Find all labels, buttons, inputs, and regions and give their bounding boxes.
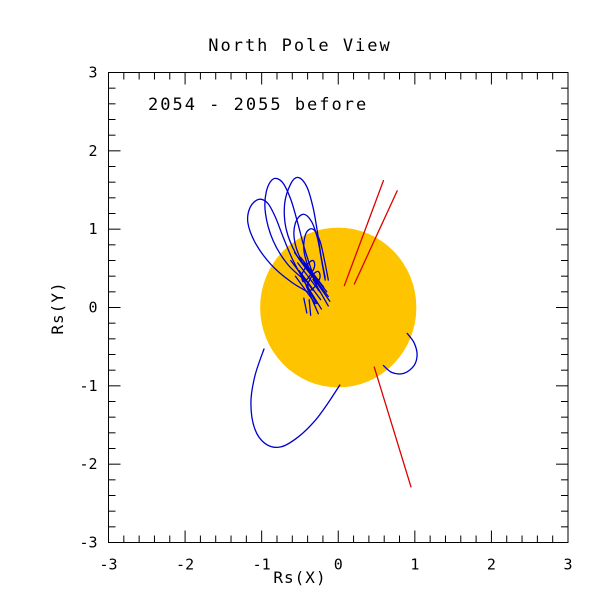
y-tick-label: 2 (88, 142, 97, 160)
series-closed-hook-right (382, 332, 418, 375)
chart-title: North Pole View (208, 36, 392, 56)
series-closed-loop-4 (293, 213, 326, 279)
x-tick-label: 2 (487, 556, 496, 574)
series-closed-loop-lower (250, 348, 341, 448)
x-tick-label: 1 (410, 556, 419, 574)
x-tick-label: -1 (253, 556, 271, 574)
series-bundle-tiny-loop-2 (306, 270, 321, 292)
series-open-ray-down (373, 366, 412, 488)
series-bundle-spike-1 (303, 297, 308, 314)
chart-annotation: 2054 - 2055 before (148, 95, 369, 115)
y-tick-label: 3 (88, 64, 97, 82)
x-tick-label: -3 (99, 556, 117, 574)
y-tick-label: -3 (79, 534, 97, 552)
series-bundle-seg-11 (312, 278, 329, 307)
series-bundle-spike-2 (308, 299, 312, 316)
series-bundle-seg-5 (303, 262, 328, 293)
series-bundle-tiny-loop-1 (300, 259, 316, 283)
series-open-ray-up-1 (343, 179, 385, 287)
series-closed-loop-5 (303, 228, 329, 284)
y-tick-label: 0 (88, 299, 97, 317)
series-bundle-seg-6 (298, 270, 322, 301)
y-tick-label: -1 (79, 377, 97, 395)
y-tick-label: 1 (88, 220, 97, 238)
y-tick-label: -2 (79, 455, 97, 473)
series-closed-loop-2 (264, 177, 319, 291)
x-tick-label: 3 (563, 556, 572, 574)
series-bundle-seg-9 (309, 272, 331, 302)
sun-disk (260, 227, 417, 388)
x-tick-label: -2 (176, 556, 194, 574)
series-bundle-seg-10 (302, 278, 323, 310)
series-open-ray-up-2 (353, 190, 398, 285)
series-bundle-seg-12 (305, 284, 319, 315)
x-tick-label: 0 (334, 556, 343, 574)
x-axis-title: Rs(X) (273, 568, 327, 587)
